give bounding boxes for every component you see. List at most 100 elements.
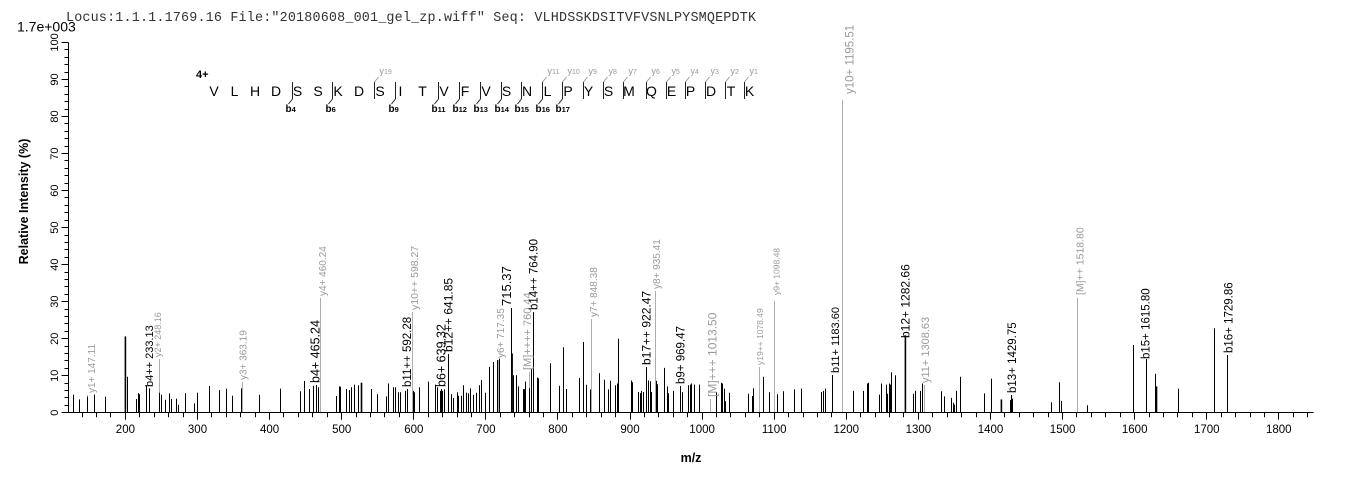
svg-text:b16+ 1729.86: b16+ 1729.86 <box>1223 282 1235 353</box>
svg-text:K: K <box>333 83 343 99</box>
svg-text:1800: 1800 <box>1266 424 1292 436</box>
svg-text:30: 30 <box>49 295 61 307</box>
svg-text:y3+ 363.19: y3+ 363.19 <box>239 330 250 380</box>
svg-text:b14++ 764.90: b14++ 764.90 <box>528 239 540 310</box>
svg-text:1300: 1300 <box>906 424 932 436</box>
svg-text:1400: 1400 <box>978 424 1004 436</box>
svg-text:800: 800 <box>548 424 567 436</box>
svg-text:M: M <box>623 83 635 99</box>
svg-text:90: 90 <box>49 73 61 85</box>
svg-text:Relative Intensity (%): Relative Intensity (%) <box>17 139 31 265</box>
svg-text:D: D <box>271 83 281 99</box>
svg-text:4+: 4+ <box>196 69 209 81</box>
svg-text:V: V <box>209 83 219 99</box>
svg-text:y9+ 1098.48: y9+ 1098.48 <box>771 248 781 295</box>
svg-text:70: 70 <box>49 147 61 159</box>
svg-text:[M]++ 1518.80: [M]++ 1518.80 <box>1075 227 1087 295</box>
svg-text:y19: y19 <box>380 66 392 76</box>
svg-text:L: L <box>231 83 239 99</box>
svg-text:1700: 1700 <box>1194 424 1220 436</box>
svg-text:y3: y3 <box>711 66 720 76</box>
svg-text:S: S <box>502 83 511 99</box>
svg-text:[M]+++ 1013.50: [M]+++ 1013.50 <box>706 312 720 397</box>
svg-text:T: T <box>727 83 736 99</box>
svg-text:b15: b15 <box>515 104 529 115</box>
svg-text:Y: Y <box>584 83 594 99</box>
svg-text:y5: y5 <box>672 66 681 76</box>
svg-text:S: S <box>604 83 613 99</box>
svg-text:400: 400 <box>260 424 279 436</box>
svg-text:200: 200 <box>116 424 135 436</box>
svg-text:b9: b9 <box>389 104 399 115</box>
svg-text:b16: b16 <box>536 104 550 115</box>
svg-text:I: I <box>399 83 403 99</box>
svg-text:b11+ 1183.60: b11+ 1183.60 <box>830 307 842 373</box>
svg-text:H: H <box>250 83 260 99</box>
svg-text:50: 50 <box>49 221 61 233</box>
svg-text:0: 0 <box>49 410 61 416</box>
svg-text:N: N <box>522 83 532 99</box>
svg-text:y7+ 848.38: y7+ 848.38 <box>589 267 600 317</box>
svg-text:[M]++++ 760.44: [M]++++ 760.44 <box>522 292 534 370</box>
svg-text:b17: b17 <box>556 104 570 115</box>
svg-text:b4++ 233.13: b4++ 233.13 <box>144 325 156 387</box>
svg-text:y10++ 598.27: y10++ 598.27 <box>409 246 421 310</box>
svg-text:b12: b12 <box>453 104 467 115</box>
svg-text:y10: y10 <box>568 66 580 76</box>
svg-text:y11: y11 <box>548 66 560 76</box>
svg-text:y19++ 1078.49: y19++ 1078.49 <box>755 308 765 365</box>
svg-text:1100: 1100 <box>762 424 787 436</box>
svg-text:100: 100 <box>49 33 61 51</box>
svg-text:1000: 1000 <box>689 424 715 436</box>
svg-text:80: 80 <box>49 110 61 122</box>
svg-text:b9+ 969.47: b9+ 969.47 <box>675 326 687 384</box>
svg-text:b6: b6 <box>326 104 336 115</box>
svg-text:V: V <box>481 83 491 99</box>
svg-text:y8: y8 <box>609 66 618 76</box>
svg-text:y6+ 717.35: y6+ 717.35 <box>496 308 507 358</box>
svg-text:b13: b13 <box>474 104 488 115</box>
svg-text:10: 10 <box>49 370 61 382</box>
svg-text:b14: b14 <box>495 104 510 115</box>
svg-text:b6+ 639.32: b6+ 639.32 <box>434 324 448 387</box>
svg-text:b4+ 465.24: b4+ 465.24 <box>309 320 323 383</box>
svg-text:y7: y7 <box>629 66 638 76</box>
svg-text:b15+ 1615.80: b15+ 1615.80 <box>1140 288 1152 359</box>
svg-text:T: T <box>418 83 427 99</box>
svg-text:S: S <box>375 83 384 99</box>
svg-text:1500: 1500 <box>1050 424 1076 436</box>
svg-text:S: S <box>293 83 302 99</box>
svg-text:y8+ 935.41: y8+ 935.41 <box>652 239 663 289</box>
svg-text:y6: y6 <box>652 66 661 76</box>
svg-text:600: 600 <box>404 424 423 436</box>
svg-text:Q: Q <box>646 83 657 99</box>
svg-text:1.7e+003: 1.7e+003 <box>17 19 76 35</box>
svg-text:D: D <box>706 83 716 99</box>
svg-text:700: 700 <box>476 424 495 436</box>
svg-text:P: P <box>563 83 572 99</box>
svg-text:60: 60 <box>49 184 61 196</box>
svg-text:y10+ 1195.51: y10+ 1195.51 <box>844 25 856 94</box>
svg-text:b4: b4 <box>286 104 297 115</box>
svg-text:b13+ 1429.75: b13+ 1429.75 <box>1007 322 1019 393</box>
svg-text:y9: y9 <box>589 66 598 76</box>
svg-text:y4: y4 <box>691 66 700 76</box>
svg-text:m/z: m/z <box>681 451 702 465</box>
svg-text:V: V <box>439 83 449 99</box>
svg-text:E: E <box>667 83 676 99</box>
svg-text:b11: b11 <box>432 104 446 115</box>
svg-text:L: L <box>544 83 552 99</box>
svg-text:y11+ 1308.63: y11+ 1308.63 <box>920 317 932 383</box>
svg-text:D: D <box>354 83 364 99</box>
svg-text:300: 300 <box>188 424 207 436</box>
svg-text:b11++ 592.28: b11++ 592.28 <box>402 317 414 387</box>
svg-text:y2: y2 <box>731 66 740 76</box>
svg-text:y1+ 147.11: y1+ 147.11 <box>87 344 98 393</box>
svg-text:S: S <box>313 83 322 99</box>
svg-text:F: F <box>461 83 470 99</box>
svg-text:40: 40 <box>49 258 61 270</box>
svg-text:y2+ 248.16: y2+ 248.16 <box>153 312 163 357</box>
svg-text:y1: y1 <box>750 66 759 76</box>
svg-text:1200: 1200 <box>834 424 860 436</box>
svg-text:1600: 1600 <box>1122 424 1148 436</box>
